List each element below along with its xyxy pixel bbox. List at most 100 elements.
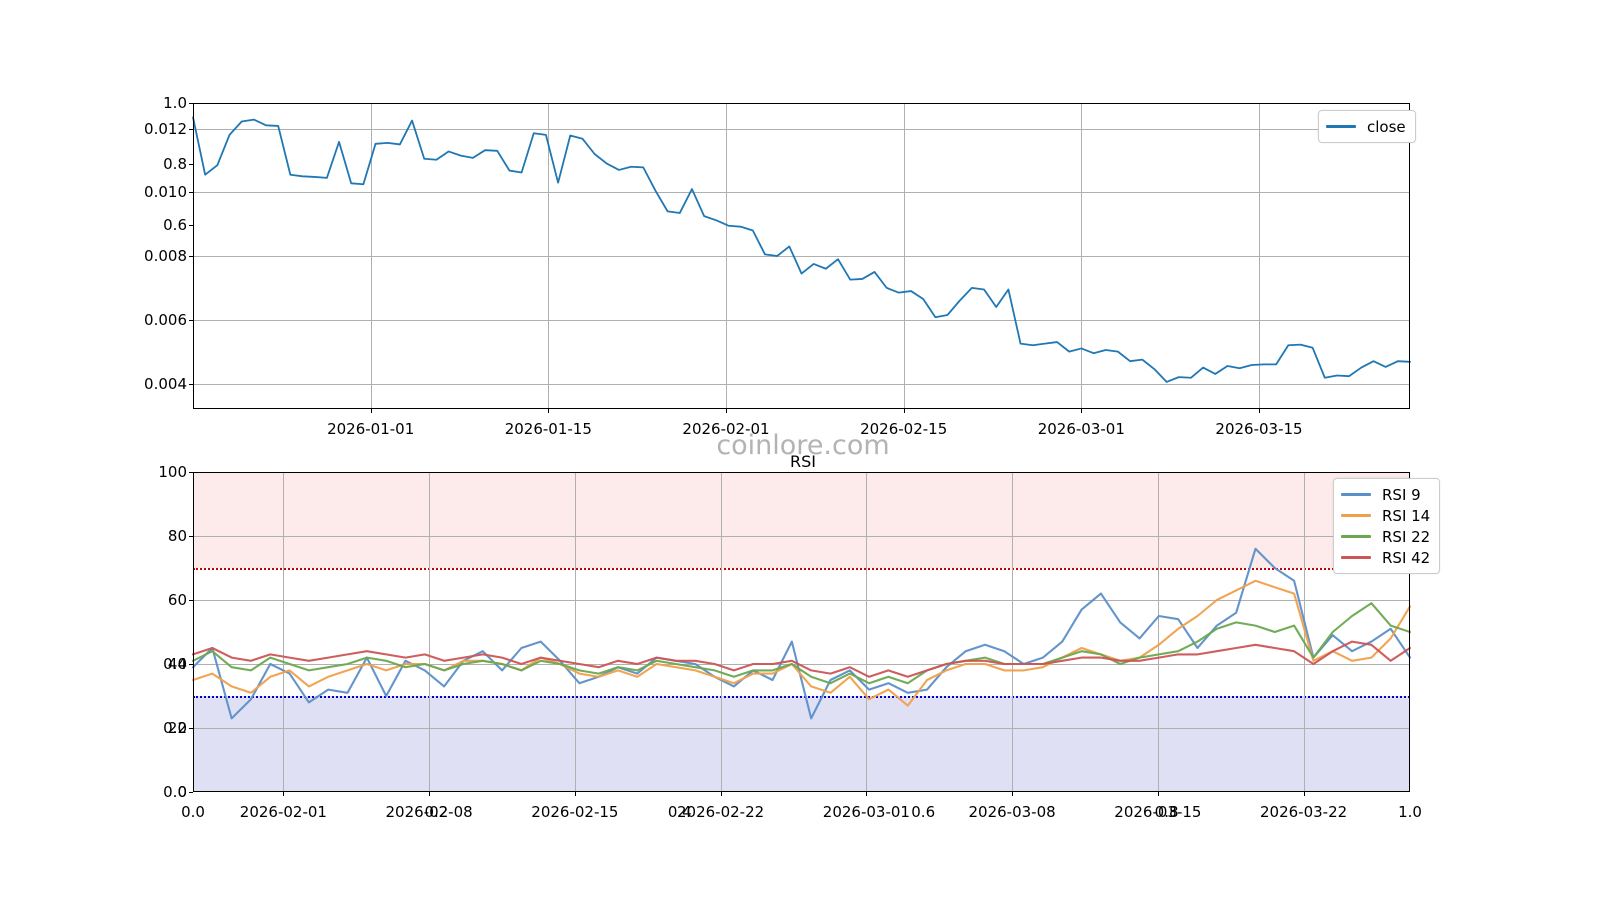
legend-swatch-rsi-22 <box>1341 535 1371 538</box>
rsi-gridline-v <box>1157 472 1159 792</box>
price-xtick-mark <box>548 409 550 413</box>
rsi-xtick-label-normalized: 0.2 <box>424 803 449 821</box>
price-ytick-mark-normalized <box>189 225 193 227</box>
rsi-xtick-label-normalized: 0.4 <box>667 803 692 821</box>
rsi-xtick-label-normalized: 0.8 <box>1154 803 1179 821</box>
rsi-ytick-label: 60 <box>167 591 187 609</box>
price-ytick-mark <box>189 383 193 385</box>
rsi-ytick-mark-normalized <box>189 792 193 793</box>
rsi-gridline-v <box>720 472 722 792</box>
rsi-spine-right <box>1409 472 1410 792</box>
rsi-ytick-label: 40 <box>167 655 187 673</box>
rsi-chart-legend: RSI 9 RSI 14 RSI 22 RSI 42 <box>1333 478 1441 574</box>
rsi-ytick-label: 80 <box>167 527 187 545</box>
legend-item-rsi-14: RSI 14 <box>1341 505 1430 526</box>
price-xtick-label: 2026-01-01 <box>327 420 415 438</box>
price-gridline-v <box>1081 103 1083 409</box>
rsi-spine-left <box>193 472 194 792</box>
rsi-panel-title: RSI <box>790 452 816 471</box>
rsi-ytick-mark-normalized <box>189 728 193 729</box>
rsi-xtick-mark <box>1012 792 1014 796</box>
rsi-chart-axes <box>189 472 1412 796</box>
price-xtick-mark <box>726 409 727 413</box>
price-ytick-mark <box>189 256 193 257</box>
rsi-xtick-label-normalized: 0.0 <box>181 803 205 821</box>
legend-label-rsi-22: RSI 22 <box>1382 527 1431 546</box>
rsi-ytick-label-normalized: 0.0 <box>163 783 187 801</box>
rsi-xtick-label-normalized: 0.6 <box>911 803 936 821</box>
rsi-xtick-label-date: 2026-03-22 <box>1260 803 1348 821</box>
rsi-ytick-label-normalized: 0.4 <box>163 655 187 673</box>
legend-item-rsi-9: RSI 9 <box>1341 484 1430 505</box>
legend-item-close: close <box>1326 116 1406 137</box>
price-ytick-mark <box>189 319 193 321</box>
rsi-gridline-h <box>193 600 1410 601</box>
price-ytick-label-normalized: 1.0 <box>163 94 187 112</box>
price-ytick-label-normalized: 0.6 <box>163 216 187 235</box>
price-ytick-label: 0.012 <box>144 119 187 138</box>
legend-item-rsi-42: RSI 42 <box>1341 547 1430 568</box>
rsi-overbought-threshold-line <box>193 568 1410 570</box>
price-gridline-h <box>193 128 1410 130</box>
price-gridline-v <box>1259 103 1260 409</box>
rsi-xtick-label-date: 2026-02-01 <box>239 803 327 821</box>
price-xtick-label: 2026-03-15 <box>1215 420 1303 438</box>
price-gridline-v <box>370 103 372 409</box>
rsi-oversold-threshold-line <box>193 696 1410 698</box>
rsi-gridline-v <box>283 472 285 792</box>
price-ytick-label: 0.006 <box>144 310 187 329</box>
rsi-xtick-label-date: 2026-03-01 <box>822 803 910 821</box>
rsi-ytick-mark <box>189 536 193 537</box>
price-ytick-mark-normalized <box>189 164 193 166</box>
rsi-gridline-v <box>1012 472 1014 792</box>
rsi-xtick-mark <box>1157 792 1159 796</box>
legend-item-rsi-22: RSI 22 <box>1341 526 1430 547</box>
coinlore-watermark: coinlore.com <box>716 430 890 461</box>
rsi-ytick-mark <box>189 600 193 601</box>
rsi-ytick-label: 100 <box>158 463 187 481</box>
price-spine-right <box>1409 103 1410 409</box>
rsi-xtick-label-date: 2026-03-08 <box>968 803 1056 821</box>
price-spine-top <box>193 103 1410 104</box>
rsi-xtick-label-date: 2026-02-22 <box>677 803 765 821</box>
rsi-xtick-label-date: 2026-03-15 <box>1114 803 1202 821</box>
legend-swatch-rsi-42 <box>1341 556 1371 559</box>
price-gridline-v <box>903 103 905 409</box>
price-xtick-label: 2026-02-15 <box>860 420 948 438</box>
price-gridline-h <box>193 192 1410 194</box>
rsi-spine-top <box>193 472 1410 473</box>
price-xtick-mark <box>1259 409 1260 413</box>
rsi-xtick-label-date: 2026-02-15 <box>531 803 619 821</box>
rsi-line-series <box>191 547 1412 720</box>
rsi-xtick-mark <box>429 792 431 796</box>
price-chart-legend: close <box>1318 110 1416 143</box>
price-xtick-mark <box>370 409 372 413</box>
rsi-xtick-mark <box>574 792 576 796</box>
price-gridline-v <box>548 103 550 409</box>
price-spine-bottom <box>193 408 1410 409</box>
price-xtick-label: 2026-02-01 <box>682 420 770 438</box>
rsi-gridline-v <box>866 472 868 792</box>
price-xtick-label: 2026-01-15 <box>504 420 592 438</box>
rsi-ytick-label-normalized: 0.2 <box>163 719 187 737</box>
rsi-xtick-label-normalized: 1.0 <box>1398 803 1422 821</box>
rsi-oversold-band <box>193 696 1410 792</box>
legend-label-close: close <box>1367 117 1406 136</box>
rsi-xtick-mark <box>866 792 868 796</box>
rsi-gridline-h <box>193 728 1410 729</box>
legend-label-rsi-42: RSI 42 <box>1382 548 1431 567</box>
legend-swatch-rsi-14 <box>1341 514 1371 517</box>
rsi-gridline-h <box>193 536 1410 537</box>
price-xtick-mark <box>903 409 905 413</box>
price-gridline-h <box>193 256 1410 257</box>
rsi-ytick-label: 20 <box>167 719 187 737</box>
rsi-ytick-mark <box>189 472 193 473</box>
legend-label-rsi-9: RSI 9 <box>1382 485 1421 504</box>
price-ytick-label: 0.004 <box>144 374 187 393</box>
price-xtick-label: 2026-03-01 <box>1037 420 1125 438</box>
price-ytick-label: 0.010 <box>144 183 187 202</box>
legend-swatch-rsi-9 <box>1341 493 1371 496</box>
price-ytick-label-normalized: 0.8 <box>163 155 187 174</box>
legend-label-rsi-14: RSI 14 <box>1382 506 1431 525</box>
